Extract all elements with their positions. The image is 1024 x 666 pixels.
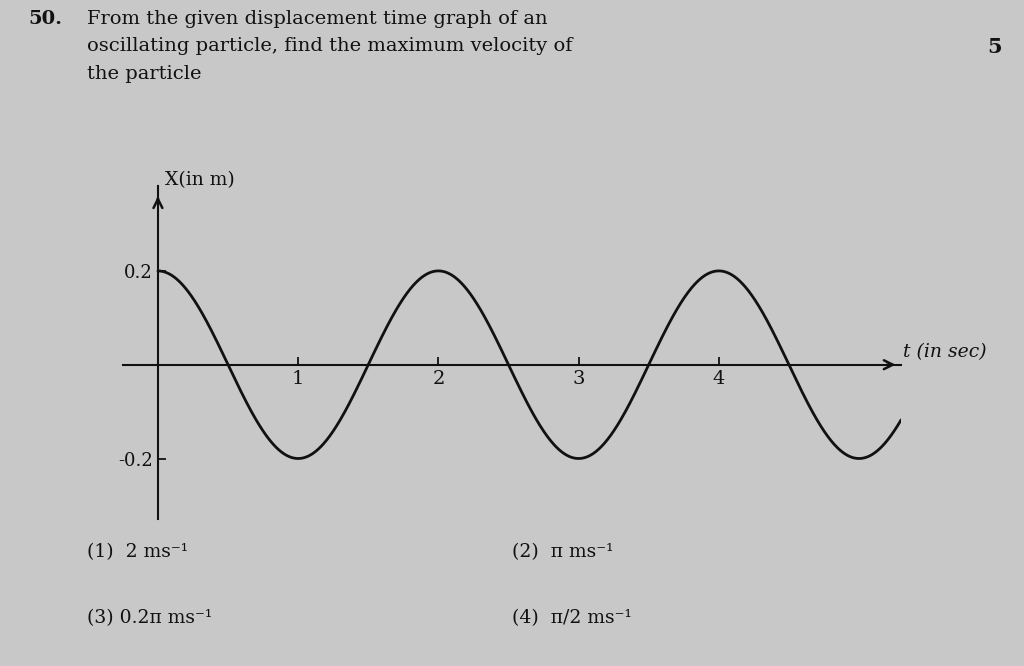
Text: the particle: the particle [87,65,202,83]
Text: (3) 0.2π ms⁻¹: (3) 0.2π ms⁻¹ [87,609,212,627]
Text: X(in m): X(in m) [165,170,234,189]
Text: (1)  2 ms⁻¹: (1) 2 ms⁻¹ [87,543,188,561]
Text: oscillating particle, find the maximum velocity of: oscillating particle, find the maximum v… [87,37,572,55]
Text: (2)  π ms⁻¹: (2) π ms⁻¹ [512,543,613,561]
Text: From the given displacement time graph of an: From the given displacement time graph o… [87,10,548,28]
Text: (4)  π/2 ms⁻¹: (4) π/2 ms⁻¹ [512,609,632,627]
Text: 5: 5 [987,37,1001,57]
Text: t (in sec): t (in sec) [902,343,986,361]
Text: 50.: 50. [29,10,62,28]
